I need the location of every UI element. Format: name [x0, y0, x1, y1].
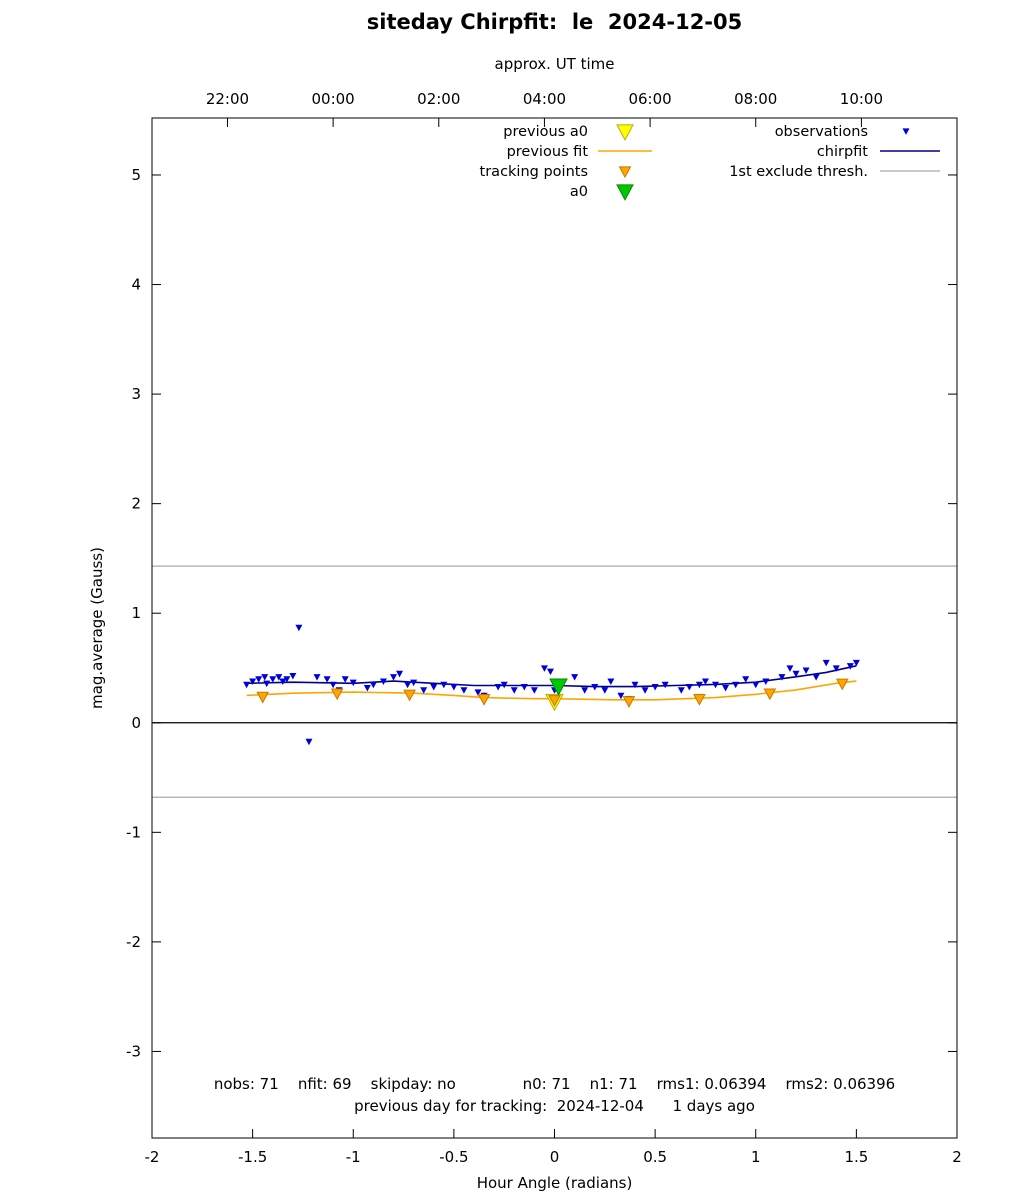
svg-text:-0.5: -0.5: [439, 1148, 468, 1166]
svg-text:3: 3: [131, 385, 141, 403]
svg-text:04:00: 04:00: [523, 90, 566, 108]
svg-text:observations: observations: [775, 124, 868, 140]
svg-text:-1.5: -1.5: [238, 1148, 267, 1166]
exclude-threshold-lines: [152, 565, 957, 799]
svg-text:a0: a0: [570, 184, 588, 200]
svg-text:4: 4: [131, 276, 141, 294]
svg-text:previous a0: previous a0: [503, 124, 588, 140]
svg-text:1st exclude thresh.: 1st exclude thresh.: [729, 164, 868, 180]
svg-text:10:00: 10:00: [840, 90, 883, 108]
svg-text:-2: -2: [126, 933, 141, 951]
svg-text:tracking points: tracking points: [480, 164, 588, 180]
stats-line-2: previous day for tracking: 2024-12-04 1 …: [354, 1097, 755, 1115]
x-axis-label: Hour Angle (radians): [476, 1174, 633, 1192]
svg-text:-1: -1: [126, 823, 141, 841]
svg-text:00:00: 00:00: [312, 90, 355, 108]
svg-text:1: 1: [751, 1148, 761, 1166]
svg-text:22:00: 22:00: [206, 90, 249, 108]
svg-text:06:00: 06:00: [628, 90, 671, 108]
stats-line-1: nobs: 71 nfit: 69 skipday: no n0: 71 n1:…: [213, 1075, 896, 1093]
svg-text:1: 1: [131, 604, 141, 622]
svg-text:0.5: 0.5: [643, 1148, 667, 1166]
top-axis-label: approx. UT time: [494, 55, 615, 73]
svg-text:2: 2: [952, 1148, 962, 1166]
svg-text:08:00: 08:00: [734, 90, 777, 108]
svg-text:previous fit: previous fit: [507, 144, 589, 160]
plot-border: [151, 117, 958, 1139]
svg-text:02:00: 02:00: [417, 90, 460, 108]
svg-text:2: 2: [131, 495, 141, 513]
tick-labels: -3 -2 -1 0 1 2 3 4 5 -2 -1.5 -1 -0.5 0 0.5 1 1.5 2 22:00 00…: [126, 90, 962, 1166]
svg-text:1.5: 1.5: [844, 1148, 868, 1166]
svg-text:5: 5: [131, 166, 141, 184]
series-a0: [549, 678, 568, 696]
axis-ticks: [151, 118, 958, 1138]
svg-text:-1: -1: [346, 1148, 361, 1166]
chart-title: siteday Chirpfit: le 2024-12-05: [366, 10, 743, 34]
svg-text:0: 0: [550, 1148, 560, 1166]
svg-text:chirpfit: chirpfit: [817, 144, 868, 160]
legend: previous a0 previous fit tracking points a0…: [480, 124, 940, 201]
svg-text:-2: -2: [145, 1148, 160, 1166]
series-tracking-points: [256, 678, 849, 708]
svg-text:-3: -3: [126, 1042, 141, 1060]
svg-text:0: 0: [131, 714, 141, 732]
